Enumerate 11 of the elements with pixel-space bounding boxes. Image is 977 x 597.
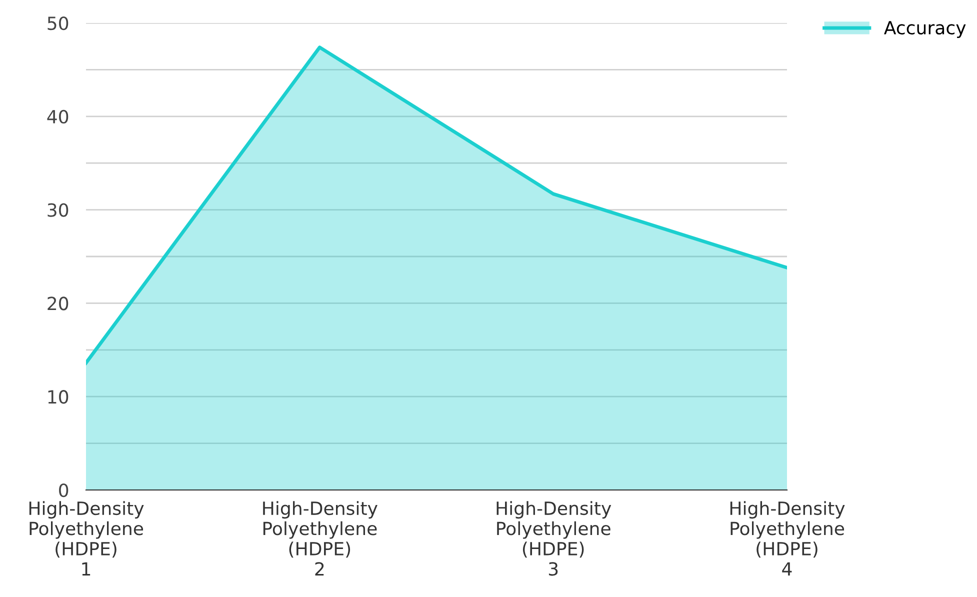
y-tick-label: 50: [48, 16, 68, 30]
legend-label: Accuracy: [884, 21, 966, 38]
y-tick-label: 10: [48, 390, 68, 404]
x-tick-label: High-Density Polyethylene (HDPE) 1: [29, 501, 144, 576]
x-tick-label: High-Density Polyethylene (HDPE) 4: [730, 501, 845, 576]
x-tick-label: High-Density Polyethylene (HDPE) 2: [263, 501, 378, 576]
y-tick-label: 30: [48, 203, 68, 217]
y-tick-label: 40: [47, 110, 68, 124]
y-tick-label: 0: [59, 483, 68, 498]
y-tick-label: 20: [48, 296, 68, 310]
x-tick-label: High-Density Polyethylene (HDPE) 3: [496, 501, 612, 576]
